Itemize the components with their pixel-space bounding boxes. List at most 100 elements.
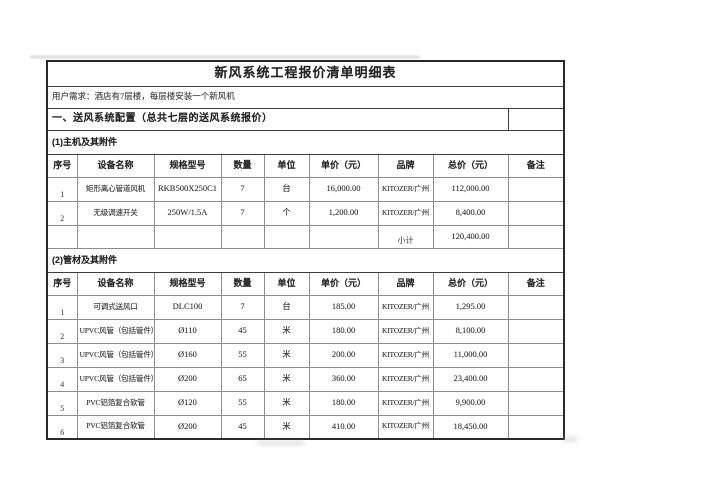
cell-unit-price: 185.00 bbox=[308, 294, 379, 320]
page-title: 新风系统工程报价清单明细表 bbox=[46, 60, 565, 87]
cell-name bbox=[76, 224, 155, 249]
cell-brand: KITOZER/广州 bbox=[377, 176, 434, 202]
header-row: 序号 设备名称 规格型号 数量 单位 单价（元） 品牌 总价（元） 备注 bbox=[46, 153, 565, 178]
subtotal-label-cell: 小计 bbox=[377, 224, 434, 249]
col-header-spec: 规格型号 bbox=[153, 153, 222, 178]
cell-unit-price: 360.00 bbox=[308, 366, 379, 392]
cell-brand: KITOZER/广州 bbox=[377, 200, 434, 226]
cell-seq: 2 bbox=[46, 318, 78, 344]
cell-total-price: 23,400.00 bbox=[432, 366, 509, 392]
cell-total-price: 1,295.00 bbox=[432, 294, 509, 320]
cell-name: 可调式送风口 bbox=[76, 294, 155, 320]
cell-qty: 7 bbox=[220, 294, 265, 320]
cell-brand: KITOZER/广州 bbox=[377, 414, 434, 440]
col-header-unit-price: 单价（元） bbox=[308, 271, 379, 296]
scan-shadow-corner bbox=[563, 436, 577, 442]
cell-total-price: 8,100.00 bbox=[432, 318, 509, 344]
cell-spec: Ø160 bbox=[153, 342, 222, 368]
cell-name: UPVC风管（包括管件） bbox=[76, 366, 155, 392]
cell-qty: 7 bbox=[220, 200, 265, 226]
col-header-qty: 数量 bbox=[220, 153, 265, 178]
cell-unit-price: 180.00 bbox=[308, 390, 379, 416]
table-row: 1 矩形离心管道风机 RKB500X250C1 7 台 16,000.00 KITOZER/… bbox=[46, 176, 565, 202]
subtable-label: (1)主机及其附件 bbox=[46, 129, 565, 155]
cell-unit-price: 180.00 bbox=[308, 318, 379, 344]
table-row: 6 PVC铝箔复合软管 Ø200 45 米 410.00 KITOZER/广州 18,450.… bbox=[46, 414, 565, 440]
cell-qty: 55 bbox=[220, 390, 265, 416]
section-heading-row: 一、送风系统配置（总共七层的送风系统报价） bbox=[46, 107, 565, 131]
cell-qty bbox=[220, 224, 265, 249]
cell-brand: KITOZER/广州 bbox=[377, 390, 434, 416]
table-row: 1 可调式送风口 DLC100 7 台 185.00 KITOZER/广州 1,295.00 bbox=[46, 294, 565, 320]
col-header-remark: 备注 bbox=[507, 271, 565, 296]
table-row: 4 UPVC风管（包括管件） Ø200 65 米 360.00 KITOZER/广州 23,4… bbox=[46, 366, 565, 392]
table-row: 2 UPVC风管（包括管件） Ø110 45 米 180.00 KITOZER/广州 8,10… bbox=[46, 318, 565, 344]
table-row: 5 PVC铝箔复合软管 Ø120 55 米 180.00 KITOZER/广州 9,900.0… bbox=[46, 390, 565, 416]
cell-total-price: 9,900.00 bbox=[432, 390, 509, 416]
cell-total-price: 112,000.00 bbox=[432, 176, 509, 202]
section-heading-spacer-cell bbox=[507, 107, 565, 131]
cell-brand: KITOZER/广州 bbox=[377, 366, 434, 392]
cell-seq: 1 bbox=[46, 294, 78, 320]
cell-remark bbox=[507, 414, 565, 440]
cell-seq: 6 bbox=[46, 414, 78, 440]
requirement-row: 用户需求：酒店有7层楼，每层楼安装一个新风机 bbox=[46, 85, 565, 109]
cell-unit-price: 200.00 bbox=[308, 342, 379, 368]
subtable-label-row: (1)主机及其附件 bbox=[46, 129, 565, 155]
section-heading: 一、送风系统配置（总共七层的送风系统报价） bbox=[46, 107, 509, 131]
cell-unit: 台 bbox=[263, 176, 310, 202]
cell-unit: 米 bbox=[263, 414, 310, 440]
cell-spec: Ø110 bbox=[153, 318, 222, 344]
col-header-unit: 单位 bbox=[263, 153, 310, 178]
cell-spec: DLC100 bbox=[153, 294, 222, 320]
col-header-brand: 品牌 bbox=[377, 271, 434, 296]
cell-name: 矩形离心管道风机 bbox=[76, 176, 155, 202]
cell-spec bbox=[153, 224, 222, 249]
cell-brand: KITOZER/广州 bbox=[377, 294, 434, 320]
cell-remark bbox=[507, 342, 565, 368]
cell-unit: 个 bbox=[263, 200, 310, 226]
cell-unit: 米 bbox=[263, 366, 310, 392]
cell-remark bbox=[507, 390, 565, 416]
scan-shadow-top bbox=[30, 56, 420, 58]
cell-remark bbox=[507, 224, 565, 249]
cell-unit: 米 bbox=[263, 390, 310, 416]
col-header-remark: 备注 bbox=[507, 153, 565, 178]
cell-unit-price: 16,000.00 bbox=[308, 176, 379, 202]
cell-spec: RKB500X250C1 bbox=[153, 176, 222, 202]
cell-qty: 65 bbox=[220, 366, 265, 392]
col-header-name: 设备名称 bbox=[76, 271, 155, 296]
col-header-unit: 单位 bbox=[263, 271, 310, 296]
cell-seq: 3 bbox=[46, 342, 78, 368]
scan-shadow-bottom bbox=[258, 441, 304, 445]
col-header-spec: 规格型号 bbox=[153, 271, 222, 296]
cell-total-price: 8,400.00 bbox=[432, 200, 509, 226]
cell-spec: Ø200 bbox=[153, 366, 222, 392]
cell-qty: 55 bbox=[220, 342, 265, 368]
cell-name: UPVC风管（包括管件） bbox=[76, 318, 155, 344]
cell-qty: 45 bbox=[220, 318, 265, 344]
subtable-label: (2)管材及其附件 bbox=[46, 247, 565, 273]
cell-qty: 45 bbox=[220, 414, 265, 440]
cell-unit bbox=[263, 224, 310, 249]
table-row: 2 无级调速开关 250W/1.5A 7 个 1,200.00 KITOZER/广州 8,40… bbox=[46, 200, 565, 226]
cell-seq: 2 bbox=[46, 200, 78, 226]
cell-name: PVC铝箔复合软管 bbox=[76, 414, 155, 440]
table-row: 3 UPVC风管（包括管件） Ø160 55 米 200.00 KITOZER/广州 11,0… bbox=[46, 342, 565, 368]
cell-total-price: 18,450.00 bbox=[432, 414, 509, 440]
col-header-name: 设备名称 bbox=[76, 153, 155, 178]
cell-seq bbox=[46, 224, 78, 249]
cell-unit: 米 bbox=[263, 318, 310, 344]
cell-seq: 1 bbox=[46, 176, 78, 202]
cell-brand: KITOZER/广州 bbox=[377, 342, 434, 368]
cell-name: 无级调速开关 bbox=[76, 200, 155, 226]
title-row: 新风系统工程报价清单明细表 bbox=[46, 60, 565, 87]
cell-seq: 4 bbox=[46, 366, 78, 392]
user-requirement: 用户需求：酒店有7层楼，每层楼安装一个新风机 bbox=[46, 85, 565, 109]
cell-unit-price: 1,200.00 bbox=[308, 200, 379, 226]
subtotal-row: 小计 120,400.00 bbox=[46, 224, 565, 249]
cell-remark bbox=[507, 294, 565, 320]
cell-remark bbox=[507, 366, 565, 392]
cell-brand: KITOZER/广州 bbox=[377, 318, 434, 344]
